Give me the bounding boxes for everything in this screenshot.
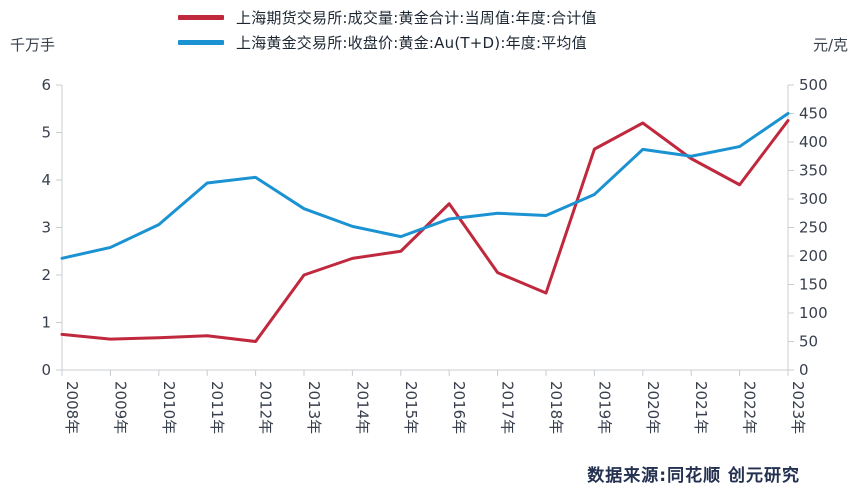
right-axis-tick-label: 500 — [799, 76, 828, 94]
left-axis-tick-label: 0 — [41, 361, 51, 379]
left-axis-tick-label: 4 — [41, 171, 51, 189]
x-axis-tick-label: 2015年 — [402, 381, 420, 434]
x-axis-tick-label: 2016年 — [450, 381, 468, 434]
x-axis-tick-label: 2013年 — [305, 381, 323, 434]
right-axis-tick-label: 400 — [799, 133, 828, 151]
legend-item-gold-price: 上海黄金交易所:收盘价:黄金:Au(T+D):年度:平均值 — [178, 33, 597, 52]
right-axis-tick-label: 100 — [799, 304, 828, 322]
left-axis-tick-label: 1 — [41, 314, 51, 332]
x-axis-tick-label: 2009年 — [111, 381, 129, 434]
left-axis-unit-label: 千万手 — [10, 36, 56, 54]
legend-swatch-red-line — [178, 14, 224, 20]
legend-item-futures-volume: 上海期货交易所:成交量:黄金合计:当周值:年度:合计值 — [178, 8, 597, 27]
legend-label-gold-price: 上海黄金交易所:收盘价:黄金:Au(T+D):年度:平均值 — [236, 33, 587, 52]
right-axis-tick-label: 250 — [799, 219, 828, 237]
right-axis-tick-label: 350 — [799, 162, 828, 180]
x-axis-tick-label: 2020年 — [644, 381, 662, 434]
x-axis-tick-label: 2011年 — [208, 381, 226, 434]
right-axis-tick-label: 0 — [799, 361, 809, 379]
x-axis-tick-label: 2008年 — [63, 381, 81, 434]
x-axis-tick-label: 2019年 — [595, 381, 613, 434]
right-axis-tick-label: 200 — [799, 247, 828, 265]
series-line-1 — [60, 112, 790, 260]
x-axis-tick-label: 2018年 — [547, 381, 565, 434]
x-axis-tick-label: 2010年 — [160, 381, 178, 434]
data-source-note: 数据来源:同花顺 创元研究 — [587, 466, 800, 486]
legend-swatch-blue-line — [178, 39, 224, 45]
left-axis-tick-label: 5 — [41, 124, 51, 142]
x-axis-tick-label: 2014年 — [353, 381, 371, 434]
left-axis-tick-label: 6 — [41, 76, 51, 94]
x-axis-tick-label: 2012年 — [257, 381, 275, 434]
legend-label-futures-volume: 上海期货交易所:成交量:黄金合计:当周值:年度:合计值 — [236, 8, 597, 27]
left-axis-tick-label: 3 — [41, 219, 51, 237]
x-axis-tick-label: 2023年 — [789, 381, 807, 434]
x-axis-tick-label: 2022年 — [741, 381, 759, 434]
right-axis-tick-label: 50 — [799, 333, 818, 351]
right-axis-tick-label: 150 — [799, 276, 828, 294]
right-axis-tick-label: 450 — [799, 105, 828, 123]
right-axis-tick-label: 300 — [799, 190, 828, 208]
x-axis-tick-label: 2021年 — [692, 381, 710, 434]
chart-legend: 上海期货交易所:成交量:黄金合计:当周值:年度:合计值 上海黄金交易所:收盘价:… — [178, 8, 597, 52]
right-axis-unit-label: 元/克 — [812, 36, 848, 54]
left-axis-tick-label: 2 — [41, 266, 51, 284]
x-axis-tick-label: 2017年 — [499, 381, 517, 434]
